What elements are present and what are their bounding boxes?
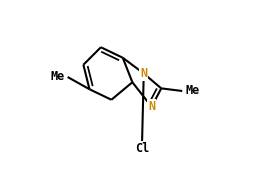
Text: N: N: [140, 67, 147, 80]
Text: N: N: [148, 100, 155, 113]
Text: Cl: Cl: [135, 142, 149, 155]
Text: Me: Me: [50, 71, 64, 83]
Text: Me: Me: [185, 85, 200, 97]
